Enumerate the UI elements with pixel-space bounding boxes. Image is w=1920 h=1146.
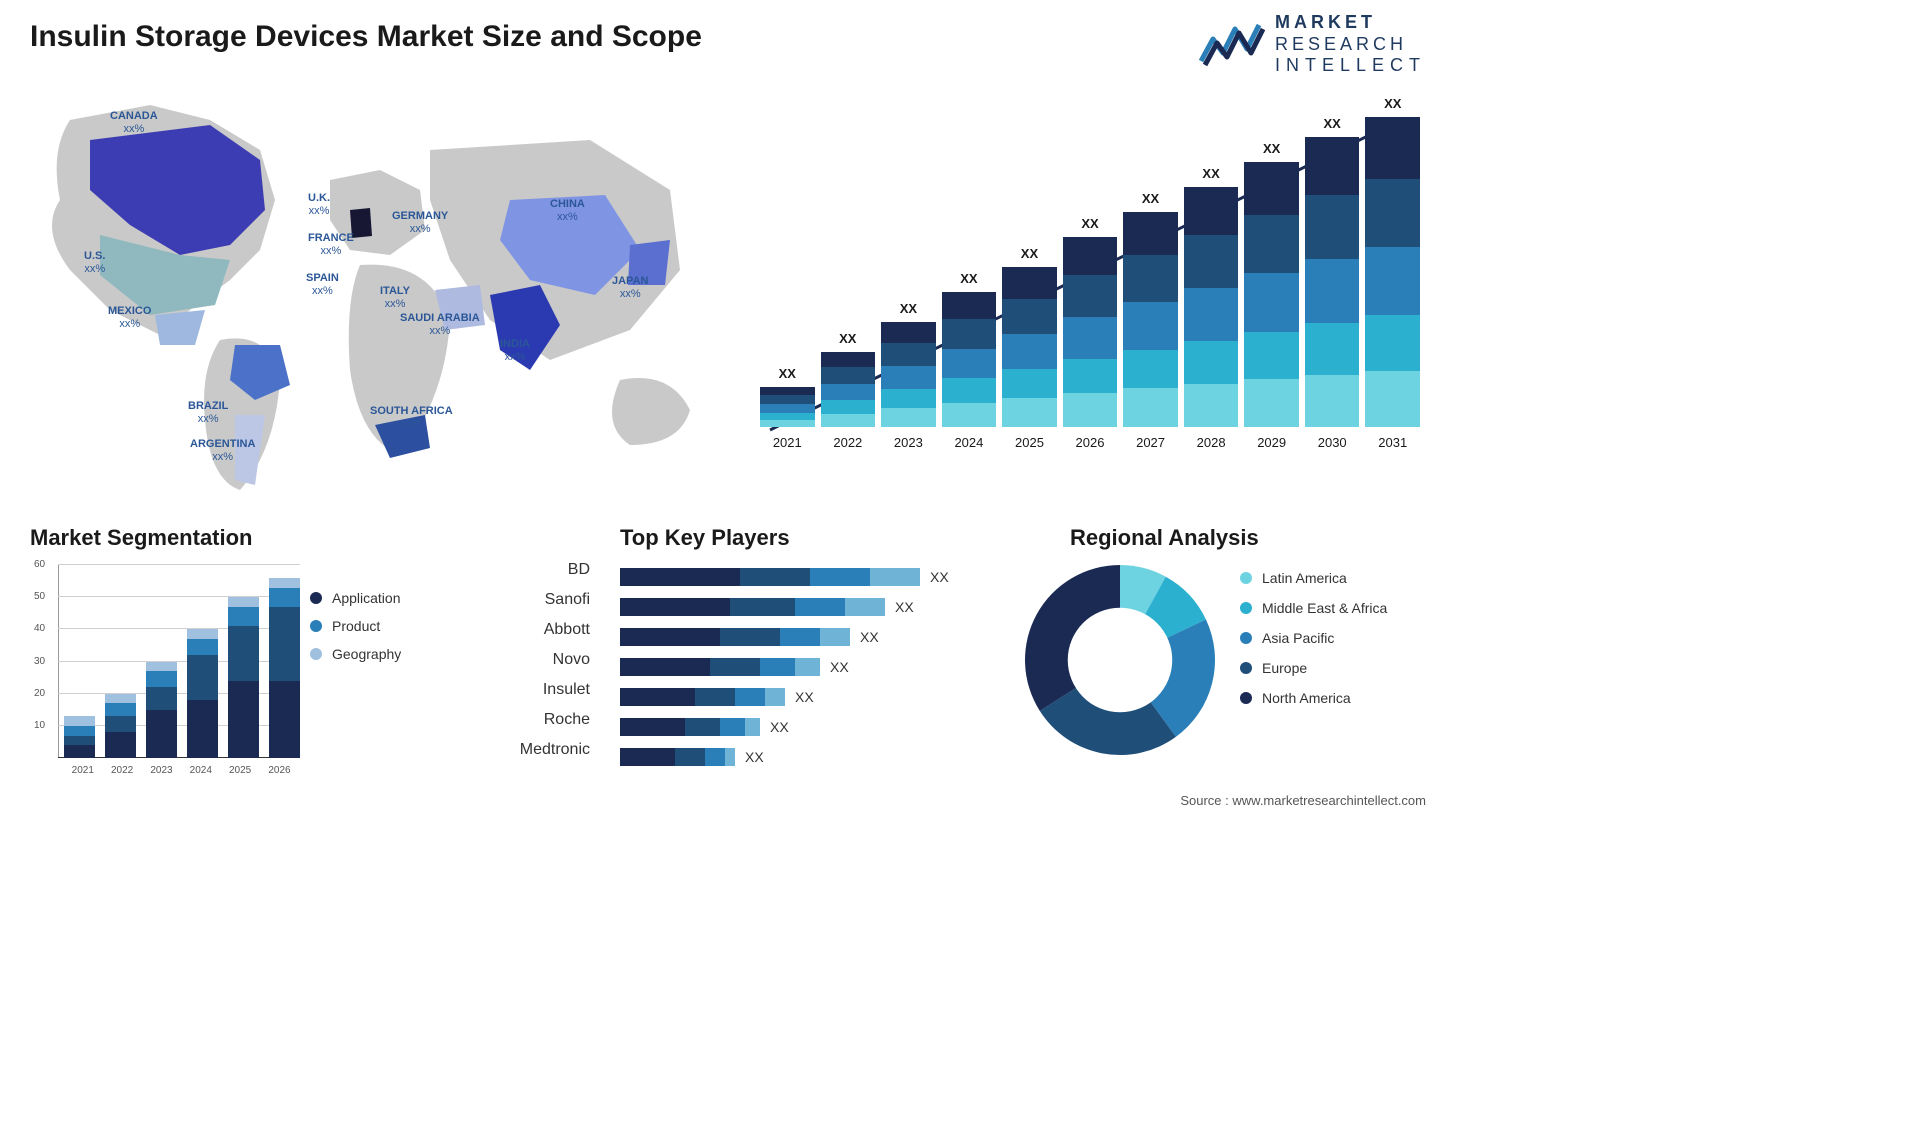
page-title: Insulin Storage Devices Market Size and …: [30, 20, 702, 54]
country-label: ARGENTINAxx%: [190, 438, 255, 464]
logo-icon: [1199, 19, 1265, 69]
legend-item: Latin America: [1240, 570, 1387, 586]
growth-bar: XX2028: [1184, 166, 1239, 450]
country-label: BRAZILxx%: [188, 400, 228, 426]
country-label: JAPANxx%: [612, 275, 648, 301]
key-players-section: Top Key Players: [490, 525, 970, 551]
segmentation-section: Market Segmentation: [30, 525, 470, 551]
legend-item: Europe: [1240, 660, 1387, 676]
country-label: INDIAxx%: [500, 338, 530, 364]
segmentation-bar: [228, 597, 259, 758]
player-name: BD: [490, 555, 590, 585]
regional-section: Regional Analysis: [1010, 525, 1430, 551]
players-bars: XXXXXXXXXXXXXX: [620, 562, 960, 772]
player-bar: XX: [620, 622, 960, 652]
growth-bar: XX2027: [1123, 191, 1178, 450]
growth-bar: XX2024: [942, 271, 997, 450]
world-map: CANADAxx% U.S.xx% MEXICOxx% BRAZILxx% ARGENT…: [30, 80, 720, 500]
growth-bar: XX2025: [1002, 246, 1057, 450]
segmentation-title: Market Segmentation: [30, 525, 470, 551]
country-label: ITALYxx%: [380, 285, 410, 311]
regional-title: Regional Analysis: [1070, 525, 1430, 551]
logo-line-2: RESEARCH: [1275, 34, 1426, 56]
country-label: SAUDI ARABIAxx%: [400, 312, 480, 338]
player-name: Insulet: [490, 675, 590, 705]
growth-bar: XX2026: [1063, 216, 1118, 450]
segmentation-bar: [105, 694, 136, 758]
logo-line-1: MARKET: [1275, 12, 1426, 34]
growth-bar: XX2021: [760, 366, 815, 450]
growth-bar: XX2031: [1365, 96, 1420, 450]
country-label: MEXICOxx%: [108, 305, 151, 331]
country-label: CANADAxx%: [110, 110, 158, 136]
player-name: Abbott: [490, 615, 590, 645]
data-source: Source : www.marketresearchintellect.com: [1180, 793, 1426, 808]
player-bar: XX: [620, 592, 960, 622]
player-bar: XX: [620, 562, 960, 592]
segmentation-chart: 102030405060 202120222023202420252026: [30, 560, 300, 780]
legend-item: Asia Pacific: [1240, 630, 1387, 646]
player-name: Novo: [490, 645, 590, 675]
country-label: U.S.xx%: [84, 250, 105, 276]
brand-logo: MARKET RESEARCH INTELLECT: [1199, 12, 1426, 77]
growth-chart: XX2021XX2022XX2023XX2024XX2025XX2026XX20…: [760, 100, 1420, 480]
key-players-title: Top Key Players: [620, 525, 970, 551]
segmentation-bar: [187, 629, 218, 758]
growth-bar: XX2030: [1305, 116, 1360, 450]
player-bar: XX: [620, 652, 960, 682]
regional-legend: Latin America Middle East & Africa Asia Pa…: [1240, 570, 1387, 720]
segmentation-legend: Application Product Geography: [310, 590, 401, 674]
country-label: U.K.xx%: [308, 192, 330, 218]
legend-item: Application: [310, 590, 401, 606]
regional-donut: [1020, 560, 1220, 760]
growth-bar: XX2022: [821, 331, 876, 450]
growth-bar: XX2029: [1244, 141, 1299, 450]
segmentation-bar: [269, 578, 300, 758]
player-bar: XX: [620, 712, 960, 742]
legend-item: Middle East & Africa: [1240, 600, 1387, 616]
legend-item: North America: [1240, 690, 1387, 706]
segmentation-bar: [64, 716, 95, 758]
player-bar: XX: [620, 682, 960, 712]
country-label: SOUTH AFRICAxx%: [370, 405, 453, 431]
legend-item: Geography: [310, 646, 401, 662]
country-label: SPAINxx%: [306, 272, 339, 298]
player-name: Sanofi: [490, 585, 590, 615]
country-label: GERMANYxx%: [392, 210, 448, 236]
legend-item: Product: [310, 618, 401, 634]
growth-bar: XX2023: [881, 301, 936, 450]
player-name: Roche: [490, 705, 590, 735]
segmentation-bar: [146, 662, 177, 758]
player-name: Medtronic: [490, 735, 590, 765]
country-label: CHINAxx%: [550, 198, 585, 224]
players-list: BDSanofiAbbottNovoInsuletRocheMedtronic: [490, 555, 590, 765]
country-label: FRANCExx%: [308, 232, 354, 258]
logo-line-3: INTELLECT: [1275, 55, 1426, 77]
player-bar: XX: [620, 742, 960, 772]
